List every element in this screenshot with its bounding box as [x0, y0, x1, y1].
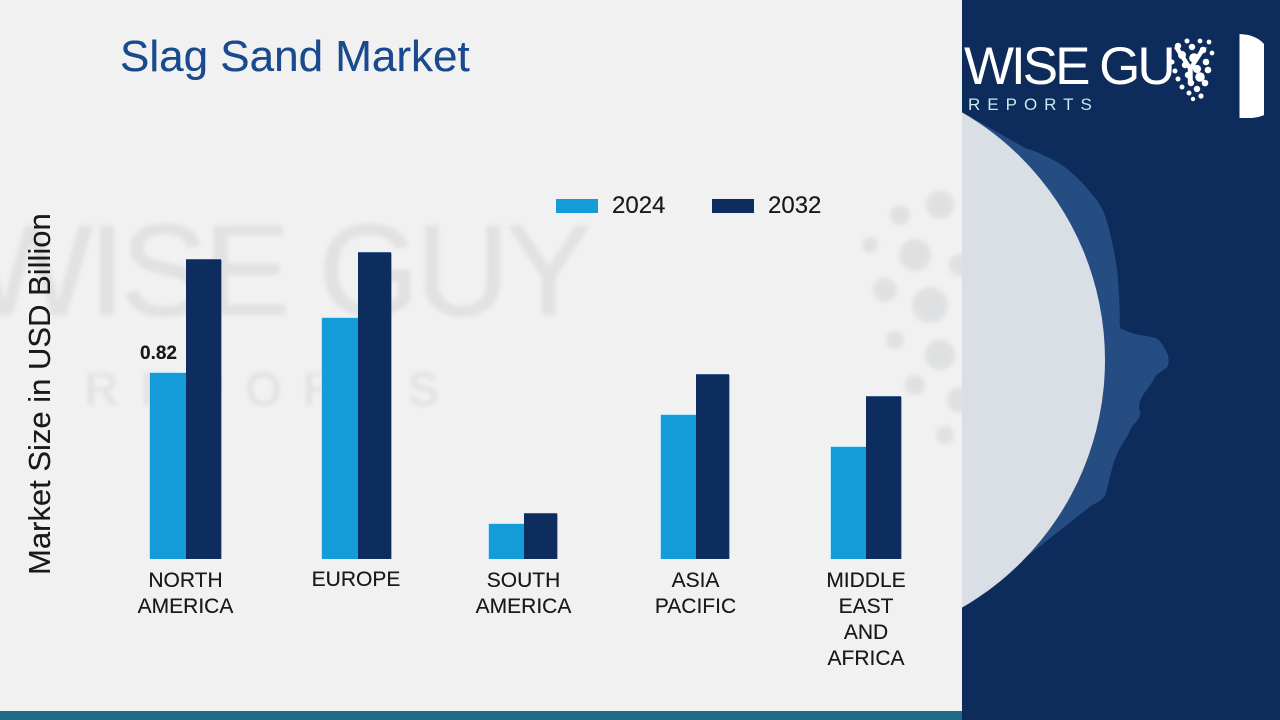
svg-text:REPORTS: REPORTS — [85, 363, 461, 415]
svg-text:REPORTS: REPORTS — [968, 95, 1099, 114]
svg-text:WISE GUY: WISE GUY — [964, 37, 1208, 96]
svg-text:WISE GUY: WISE GUY — [0, 197, 589, 343]
